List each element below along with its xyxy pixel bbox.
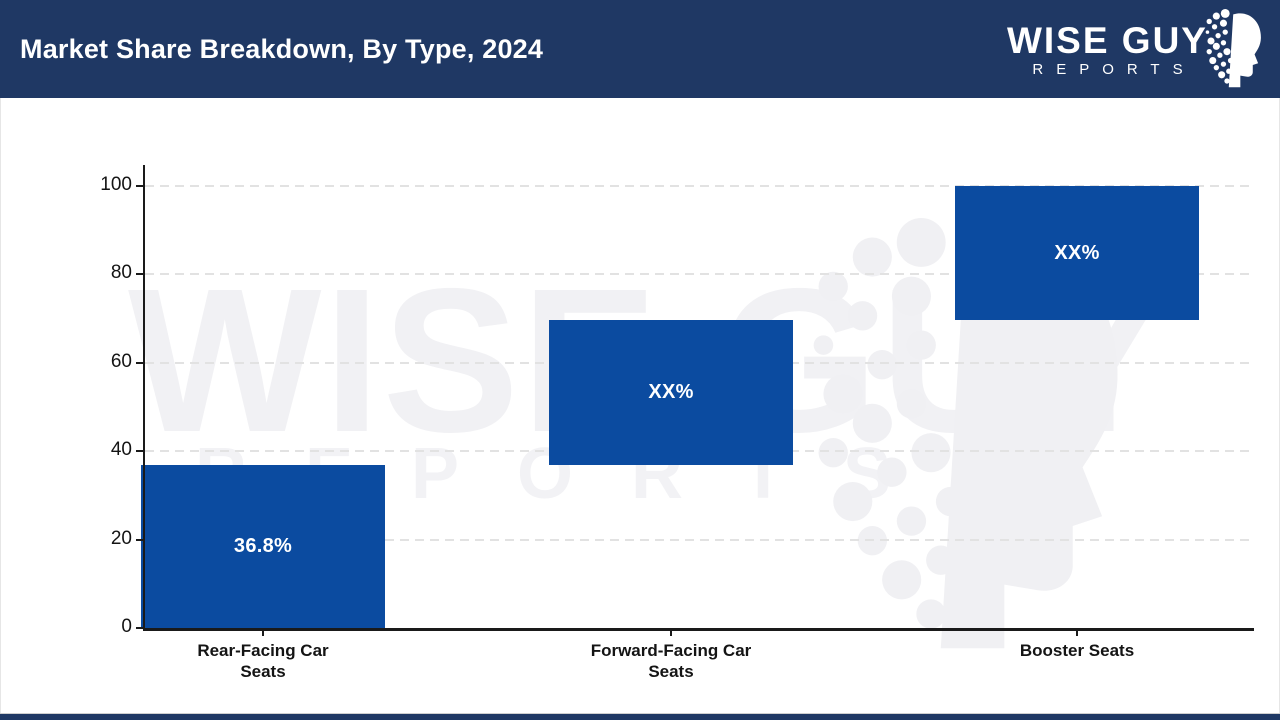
bar-rear-facing-car-seats: 36.8%: [141, 465, 385, 628]
x-axis-line: [143, 628, 1254, 631]
y-tick-label-60: 60: [110, 350, 132, 372]
y-tick-mark-100: [136, 185, 144, 187]
y-tick-label-100: 100: [100, 174, 132, 195]
x-label-booster-seats: Booster Seats: [1019, 641, 1135, 660]
header-bar: Market Share Breakdown, By Type, 2024 WI…: [0, 0, 1280, 98]
bar-booster-seats: XX%: [955, 186, 1199, 321]
logo-wordmark: WISE GUY: [1006, 19, 1208, 61]
x-tick-mark-2: [670, 628, 672, 636]
x-tick-mark-1: [262, 628, 264, 636]
logo-subtitle: REPORTS: [1032, 60, 1196, 78]
y-tick-label-0: 0: [121, 616, 132, 637]
bar-value-label: XX%: [648, 381, 694, 404]
y-axis-line: [143, 165, 145, 630]
watermark-face-icon: [813, 218, 1118, 649]
y-tick-mark-40: [136, 450, 144, 453]
y-tick-label-40: 40: [110, 439, 132, 461]
page-title: Market Share Breakdown, By Type, 2024: [20, 33, 544, 64]
y-tick-mark-0: [136, 627, 144, 629]
wise-guy-logo: WISE GUY REPORTS: [1007, 7, 1268, 91]
bar-forward-facing-car-seats: XX%: [549, 320, 793, 466]
x-label-rear-facing-car-seats: Rear-Facing Car Seats: [197, 641, 329, 682]
x-tick-mark-3: [1076, 628, 1078, 636]
y-tick-mark-60: [136, 361, 144, 364]
gridline-80: [145, 273, 1254, 276]
gridline-100: [145, 185, 1254, 187]
footer-bar: [0, 713, 1280, 720]
gridline-20: [145, 538, 1254, 541]
bar-value-label: 36.8%: [233, 535, 293, 558]
y-tick-label-80: 80: [110, 262, 132, 284]
x-label-forward-facing-car-seats: Forward-Facing Car Seats: [590, 641, 752, 682]
bar-value-label: XX%: [1054, 241, 1100, 264]
y-tick-mark-20: [136, 538, 144, 541]
logo-face-icon: [1205, 9, 1261, 88]
y-tick-label-20: 20: [110, 527, 132, 549]
y-tick-mark-80: [136, 273, 144, 276]
